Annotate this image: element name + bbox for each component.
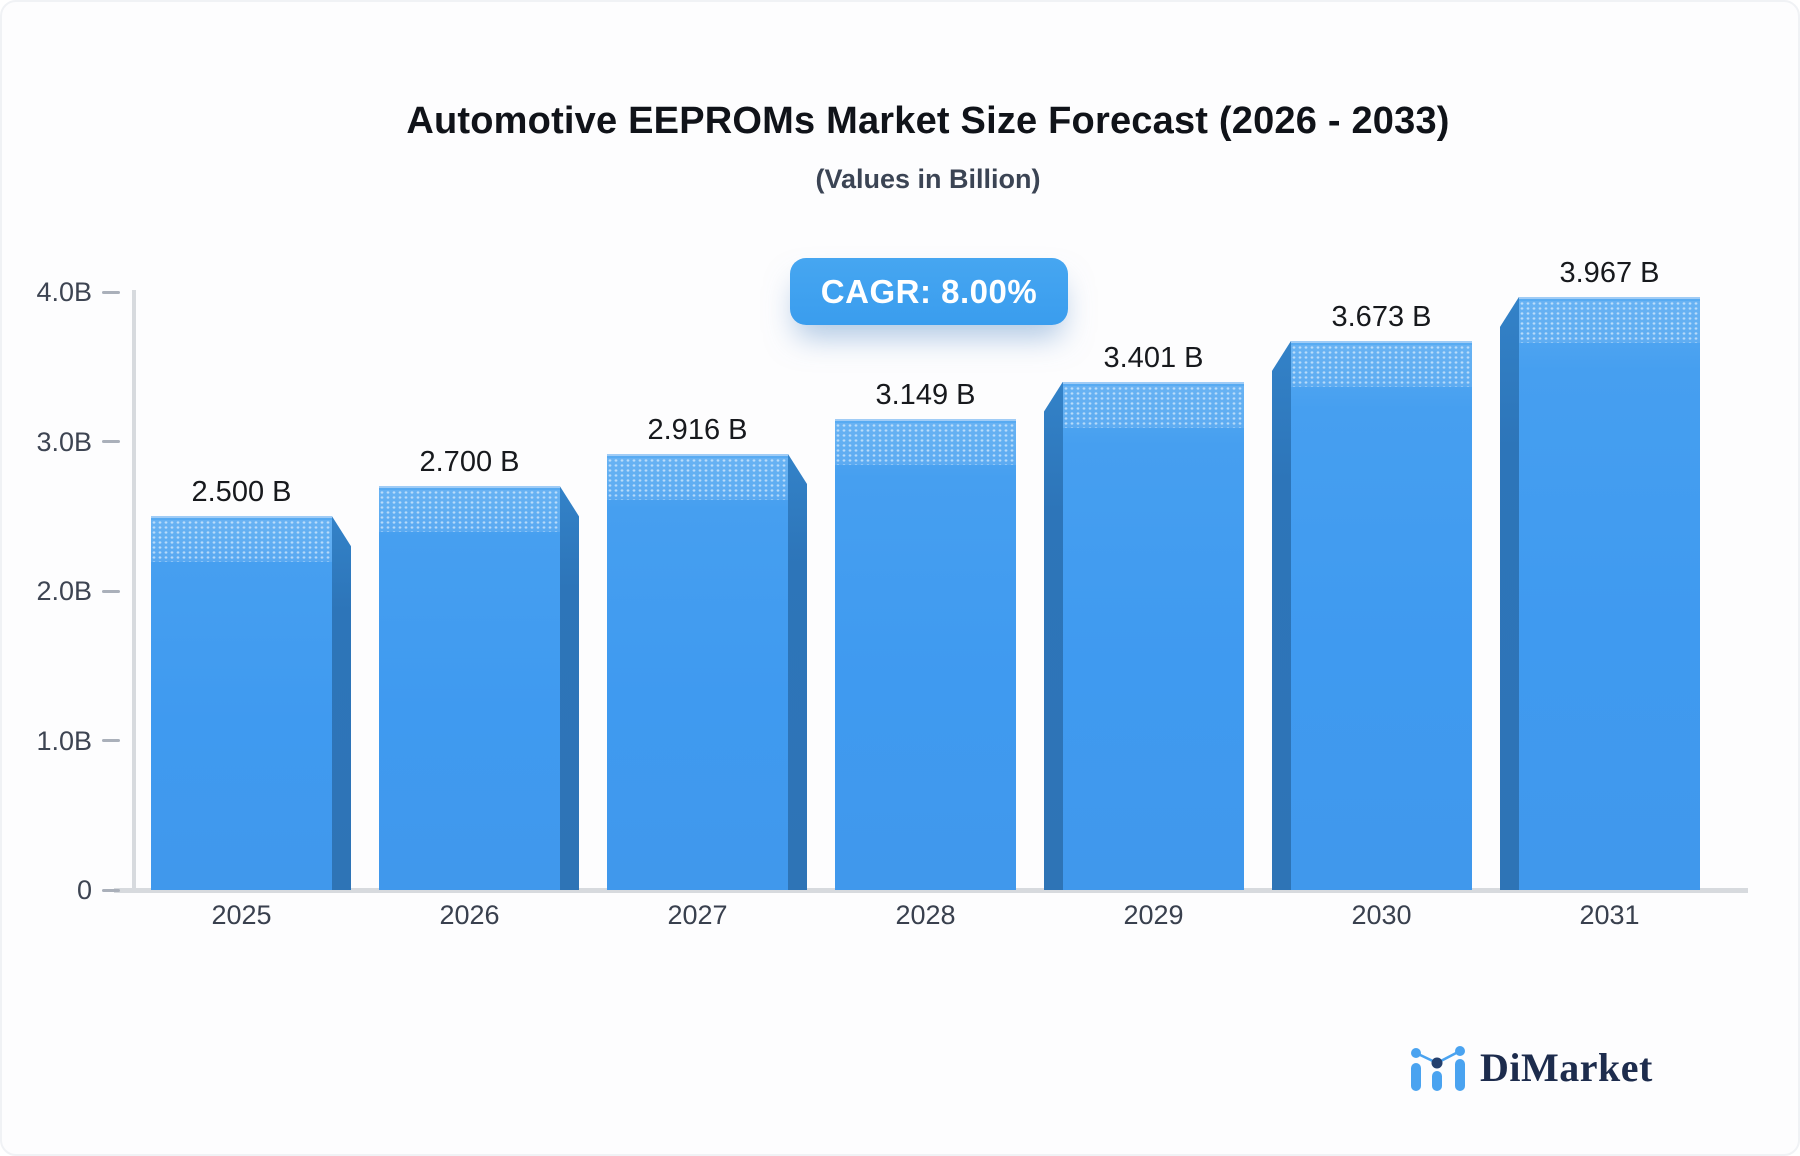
x-axis-line [114,888,1748,893]
bar-value-label: 2.500 B [191,476,292,509]
x-axis-label: 2026 [439,900,500,930]
y-axis-line [132,290,136,890]
y-tick-dash [102,440,120,443]
cagr-badge: CAGR: 8.00% [790,258,1068,325]
x-axis-label: 2028 [895,900,956,930]
y-tick-label: 4.0B [36,277,92,307]
bar-side-3d [788,454,807,890]
brand-logo: DiMarket [1408,1042,1653,1094]
x-axis-label: 2027 [667,900,728,930]
bar-value-label: 3.401 B [1103,341,1204,374]
bar-2028 [835,419,1016,890]
bar-side-3d [560,486,579,890]
brand-logo-text: DiMarket [1480,1045,1653,1090]
bar-2026 [379,486,560,890]
bar-side-3d [1272,340,1291,890]
bar-2029 [1063,381,1244,890]
y-tick-dash [102,739,120,742]
y-tick-dash [102,888,120,892]
bar-value-label: 3.967 B [1559,256,1660,289]
bar-side-3d [1500,296,1519,890]
x-axis-label: 2029 [1123,900,1184,930]
y-tick-label: 2.0B [36,576,92,606]
bar-value-label: 2.700 B [419,446,520,479]
bar-2030 [1291,340,1472,890]
chart-subtitle: (Values in Billion) [815,164,1041,194]
bar-value-label: 3.149 B [875,379,976,412]
x-axis-label: 2025 [211,900,272,930]
bar-side-3d [332,516,351,890]
y-tick-label: 1.0B [36,725,92,756]
y-tick-label: 0 [76,875,92,905]
chart-title: Automotive EEPROMs Market Size Forecast … [406,100,1450,142]
bar-2031 [1519,296,1700,890]
bar-value-label: 3.673 B [1331,300,1432,333]
bar-2027 [607,454,788,890]
y-tick-label: 3.0B [36,426,92,457]
bar-value-label: 2.916 B [647,414,748,447]
y-tick-dash [102,290,120,294]
bar-chart-trend-icon [1411,1046,1465,1091]
x-axis-label: 2030 [1351,900,1412,930]
bar-side-3d [1044,381,1063,890]
x-axis-label: 2031 [1579,900,1640,930]
cagr-badge-label: CAGR: 8.00% [820,272,1038,310]
bar-2025 [151,516,332,890]
y-tick-dash [102,589,120,593]
